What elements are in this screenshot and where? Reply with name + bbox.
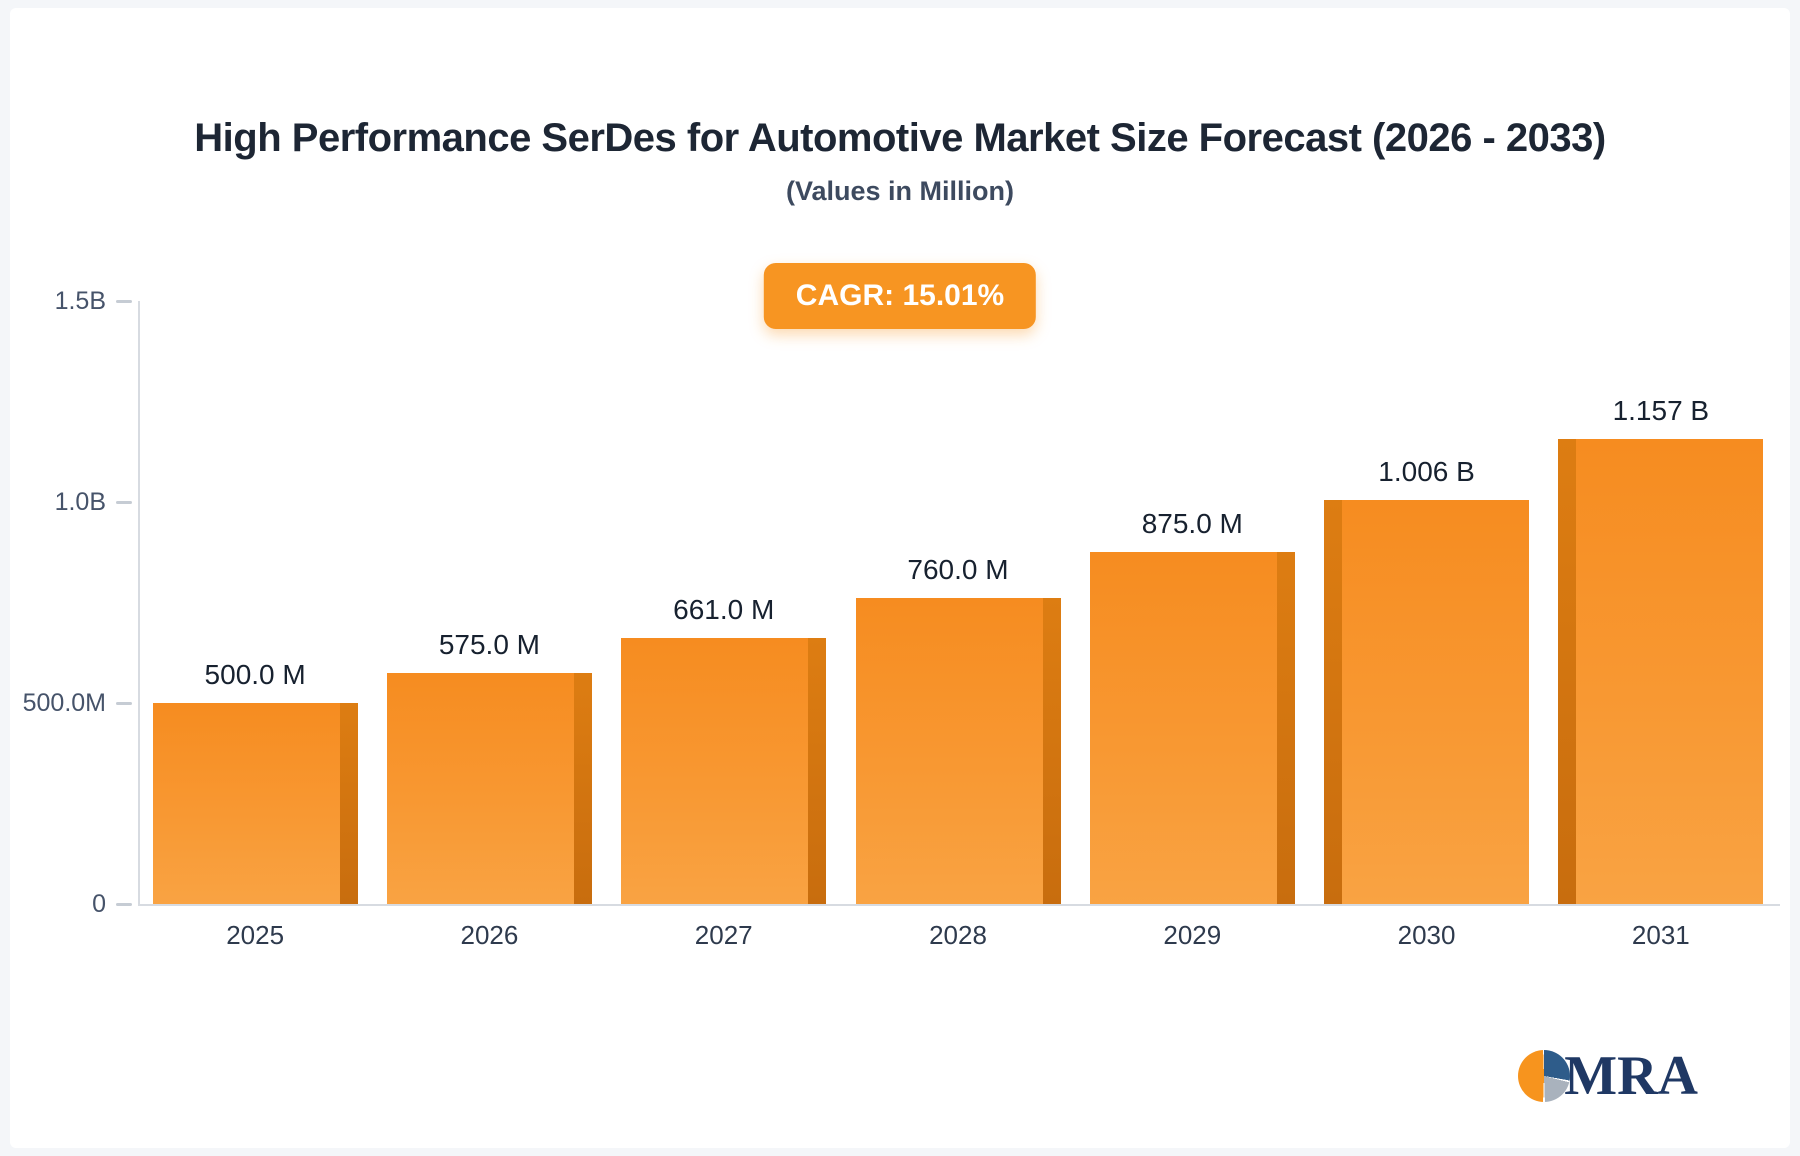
x-axis-label: 2028 (929, 920, 987, 950)
y-axis-tick: 1.5B (55, 287, 132, 315)
bar-3d-shade (1558, 438, 1577, 904)
bar-2029 (1089, 552, 1295, 904)
bar-3d-shade (573, 672, 592, 904)
mra-logo-pie-icon (1518, 1050, 1571, 1102)
x-axis-labels: 2025 2026 2027 2028 2029 2030 2031 (138, 920, 1778, 960)
x-axis-label: 2030 (1397, 920, 1456, 950)
y-axis-tick-mark (116, 299, 132, 303)
bar-2026 (386, 672, 592, 904)
x-axis-label: 2027 (694, 920, 753, 950)
bar-2025 (152, 703, 358, 904)
bars-container: 500.0 M 575.0 M 661.0 M 760.0 M 875.0 M 1.006… (138, 301, 1778, 904)
bar-value-label: 1.157 B (1612, 394, 1710, 426)
y-axis-tick: 500.0M (23, 689, 132, 717)
y-axis-tick-label: 1.5B (54, 286, 106, 315)
bar-2030 (1324, 499, 1530, 904)
bar-3d-shade (808, 638, 827, 904)
bar-value-label: 1.006 B (1378, 455, 1475, 487)
bar-2027 (621, 638, 827, 904)
bar-3d-shade (1042, 598, 1061, 904)
bar-value-label: 661.0 M (673, 594, 775, 626)
bar-value-label: 875.0 M (1141, 508, 1243, 540)
chart-subtitle: (Values in Million) (785, 176, 1015, 206)
chart-title: High Performance SerDes for Automotive M… (194, 116, 1606, 160)
y-axis-tick: 1.0B (55, 488, 132, 516)
x-axis-label: 2031 (1631, 920, 1690, 950)
y-axis: 0 500.0M 1.0B 1.5B (10, 287, 132, 918)
bar-value-label: 575.0 M (438, 628, 541, 660)
y-axis-tick-mark (116, 902, 132, 906)
chart-card: High Performance SerDes for Automotive M… (10, 8, 1790, 1148)
bar-3d-shade (1324, 499, 1343, 904)
bar-2028 (855, 598, 1061, 904)
bar-value-label: 760.0 M (907, 554, 1009, 586)
y-axis-tick-mark (116, 500, 132, 504)
x-axis-label: 2025 (226, 920, 285, 950)
mra-logo-text: MRA (1564, 1045, 1698, 1107)
mra-logo: MRA (1518, 1045, 1698, 1107)
y-axis-tick-label: 0 (92, 889, 106, 918)
bar-2031 (1558, 438, 1764, 904)
cagr-badge: CAGR: 15.01% (763, 263, 1037, 329)
y-axis-tick-label: 500.0M (22, 688, 106, 717)
y-axis-tick-label: 1.0B (54, 487, 106, 516)
plot-area (138, 301, 1780, 906)
x-axis-label: 2026 (460, 920, 519, 950)
x-axis-label: 2029 (1163, 920, 1222, 950)
bar-3d-shade (1276, 552, 1295, 904)
bar-3d-shade (339, 703, 358, 904)
bar-value-label: 500.0 M (204, 659, 306, 690)
y-axis-tick-mark (116, 701, 132, 705)
y-axis-tick: 0 (92, 890, 132, 918)
